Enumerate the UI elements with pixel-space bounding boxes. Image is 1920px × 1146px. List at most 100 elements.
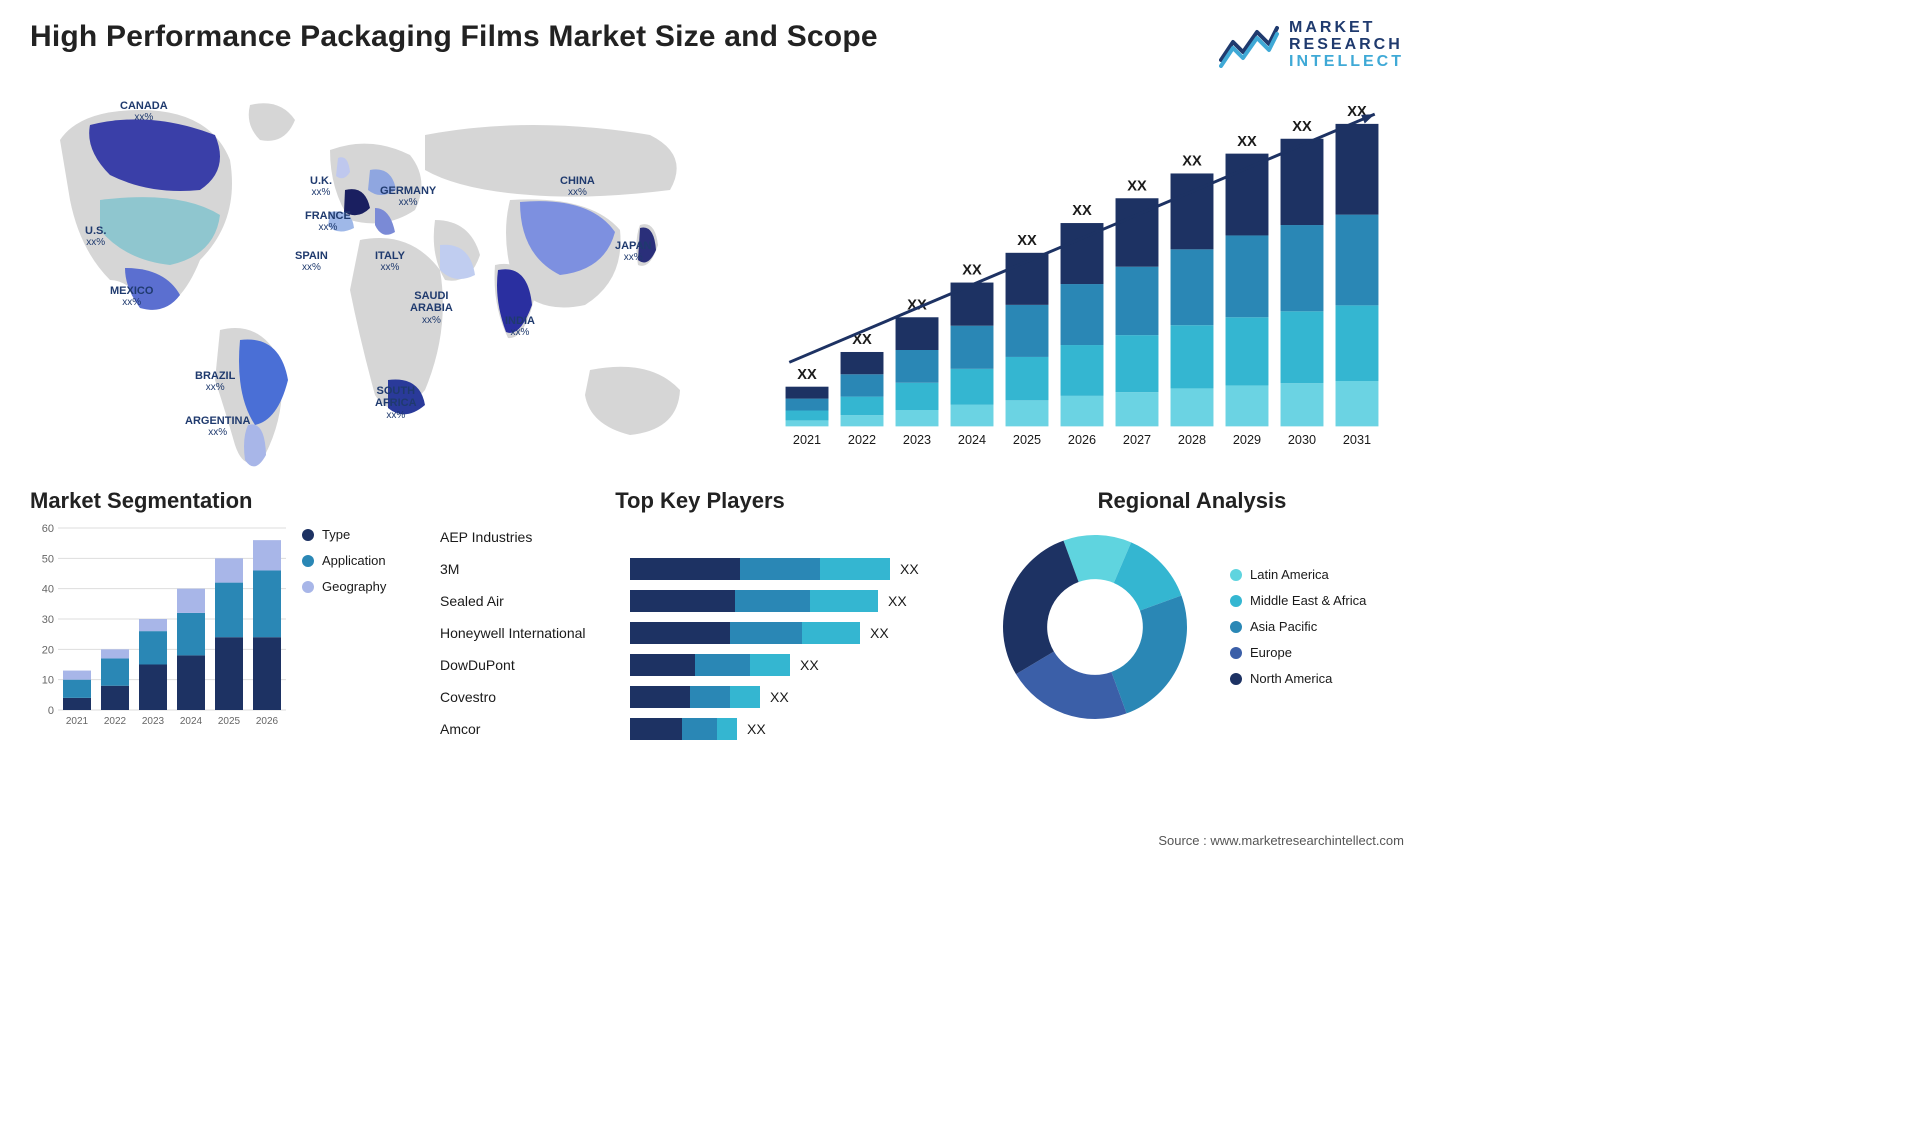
svg-text:2021: 2021 — [66, 716, 89, 727]
svg-text:XX: XX — [1292, 119, 1312, 135]
segmentation-title: Market Segmentation — [30, 488, 420, 514]
regional-panel: Regional Analysis Latin AmericaMiddle Ea… — [980, 488, 1404, 746]
player-row: DowDuPont XX — [440, 650, 960, 680]
player-row: AEP Industries — [440, 522, 960, 552]
top-players-title: Top Key Players — [440, 488, 960, 514]
player-name: Honeywell International — [440, 625, 630, 641]
segmentation-panel: Market Segmentation 01020304050602021202… — [30, 488, 420, 746]
segmentation-chart: 0102030405060202120222023202420252026 — [30, 522, 290, 732]
regional-legend: Latin AmericaMiddle East & AfricaAsia Pa… — [1230, 562, 1366, 692]
map-label: CHINAxx% — [560, 175, 595, 198]
map-label: ARGENTINAxx% — [185, 415, 250, 438]
player-bar-segment — [730, 686, 760, 708]
player-bar: XX — [630, 654, 960, 676]
map-label: JAPANxx% — [615, 240, 651, 263]
legend-label: Asia Pacific — [1250, 614, 1317, 640]
legend-swatch — [1230, 647, 1242, 659]
regional-title: Regional Analysis — [980, 488, 1404, 514]
svg-text:2022: 2022 — [104, 716, 127, 727]
svg-text:2029: 2029 — [1233, 433, 1261, 447]
player-bar-segment — [820, 558, 890, 580]
top-players-list: AEP Industries3MXXSealed AirXXHoneywell … — [440, 522, 960, 744]
legend-item: Latin America — [1230, 562, 1366, 588]
player-value: XX — [800, 657, 819, 673]
world-map: CANADAxx% U.S.xx% MEXICOxx% BRAZILxx% ARGENT… — [30, 80, 730, 480]
player-bar-segment — [630, 590, 735, 612]
legend-label: Middle East & Africa — [1250, 588, 1366, 614]
player-value: XX — [900, 561, 919, 577]
svg-text:10: 10 — [42, 675, 54, 687]
logo-line-1: MARKET — [1289, 20, 1404, 37]
player-row: Sealed AirXX — [440, 586, 960, 616]
svg-text:2025: 2025 — [218, 716, 241, 727]
svg-text:2028: 2028 — [1178, 433, 1206, 447]
map-label: U.K.xx% — [310, 175, 332, 198]
legend-swatch — [1230, 569, 1242, 581]
player-row: CovestroXX — [440, 682, 960, 712]
map-label: SOUTHAFRICAxx% — [375, 385, 417, 420]
svg-text:2024: 2024 — [958, 433, 986, 447]
legend-item: Application — [302, 548, 386, 574]
svg-text:2030: 2030 — [1288, 433, 1316, 447]
legend-label: Application — [322, 548, 386, 574]
svg-text:60: 60 — [42, 523, 54, 535]
legend-label: Type — [322, 522, 350, 548]
map-label: MEXICOxx% — [110, 285, 153, 308]
player-bar-segment — [750, 654, 790, 676]
svg-text:2023: 2023 — [903, 433, 931, 447]
legend-item: Type — [302, 522, 386, 548]
svg-text:XX: XX — [1072, 204, 1092, 220]
legend-item: Europe — [1230, 640, 1366, 666]
legend-swatch — [1230, 595, 1242, 607]
player-row: AmcorXX — [440, 714, 960, 744]
map-label: BRAZILxx% — [195, 370, 235, 393]
player-row: 3M XX — [440, 554, 960, 584]
legend-item: Geography — [302, 574, 386, 600]
svg-text:40: 40 — [42, 584, 54, 596]
player-bar-segment — [630, 654, 695, 676]
player-value: XX — [770, 689, 789, 705]
player-bar: XX — [630, 622, 960, 644]
svg-text:XX: XX — [1237, 134, 1257, 150]
svg-text:2031: 2031 — [1343, 433, 1371, 447]
player-bar: XX — [630, 718, 960, 740]
page-title: High Performance Packaging Films Market … — [30, 20, 878, 54]
svg-text:XX: XX — [962, 263, 982, 279]
player-row: Honeywell International XX — [440, 618, 960, 648]
player-bar-segment — [717, 718, 737, 740]
svg-text:20: 20 — [42, 645, 54, 657]
map-label: SAUDIARABIAxx% — [410, 290, 453, 325]
growth-chart: XX2021XX2022XX2023XX2024XX2025XX2026XX20… — [760, 80, 1404, 480]
legend-label: Europe — [1250, 640, 1292, 666]
player-bar-segment — [735, 590, 810, 612]
segmentation-legend: TypeApplicationGeography — [302, 522, 386, 732]
player-value: XX — [870, 625, 889, 641]
player-bar: XX — [630, 590, 960, 612]
map-label: GERMANYxx% — [380, 185, 436, 208]
legend-label: Geography — [322, 574, 386, 600]
player-name: DowDuPont — [440, 657, 630, 673]
map-label: CANADAxx% — [120, 100, 168, 123]
brand-logo-icon — [1219, 22, 1279, 68]
svg-text:2022: 2022 — [848, 433, 876, 447]
source-line: Source : www.marketresearchintellect.com — [1158, 833, 1404, 848]
map-label: SPAINxx% — [295, 250, 328, 273]
player-name: 3M — [440, 561, 630, 577]
svg-text:2021: 2021 — [793, 433, 821, 447]
svg-text:2026: 2026 — [1068, 433, 1096, 447]
player-value: XX — [747, 721, 766, 737]
svg-text:0: 0 — [48, 705, 54, 717]
svg-text:2026: 2026 — [256, 716, 279, 727]
legend-swatch — [302, 581, 314, 593]
legend-item: Middle East & Africa — [1230, 588, 1366, 614]
legend-swatch — [1230, 621, 1242, 633]
map-label: U.S.xx% — [85, 225, 106, 248]
legend-swatch — [302, 555, 314, 567]
svg-text:2025: 2025 — [1013, 433, 1041, 447]
player-bar-segment — [730, 622, 802, 644]
player-bar-segment — [630, 686, 690, 708]
svg-text:2024: 2024 — [180, 716, 203, 727]
player-bar: XX — [630, 558, 960, 580]
logo-line-3: INTELLECT — [1289, 54, 1404, 71]
svg-text:2023: 2023 — [142, 716, 165, 727]
